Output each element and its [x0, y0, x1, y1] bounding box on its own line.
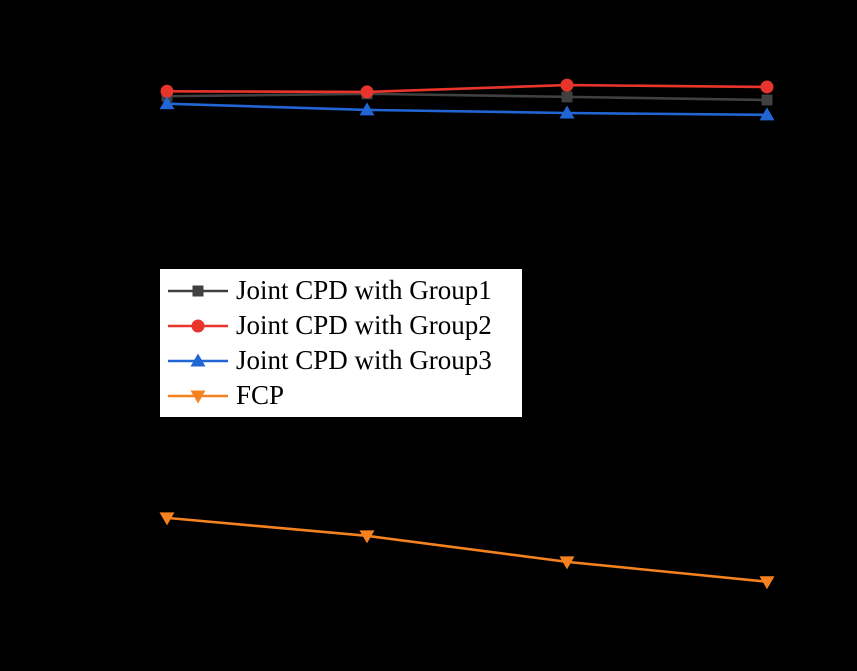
- legend-marker-square-icon: [168, 285, 228, 296]
- legend-marker-circle-icon: [168, 319, 228, 332]
- legend-label: Joint CPD with Group3: [236, 345, 492, 375]
- legend-item-fcp: FCP: [166, 379, 516, 413]
- legend-marker-triangle-down-icon: [168, 390, 228, 403]
- chart-series: [159, 96, 775, 121]
- chart-legend: Joint CPD with Group1 Joint CPD with Gro…: [158, 267, 524, 419]
- chart-series: [160, 78, 774, 99]
- legend-label: Joint CPD with Group2: [236, 310, 492, 340]
- legend-item-group1: Joint CPD with Group1: [166, 274, 516, 308]
- legend-label: Joint CPD with Group1: [236, 275, 492, 305]
- legend-label: FCP: [236, 380, 285, 410]
- legend-item-group3: Joint CPD with Group3: [166, 344, 516, 378]
- legend-item-group2: Joint CPD with Group2: [166, 309, 516, 343]
- chart-series: [159, 512, 775, 590]
- legend-marker-triangle-up-icon: [168, 353, 228, 366]
